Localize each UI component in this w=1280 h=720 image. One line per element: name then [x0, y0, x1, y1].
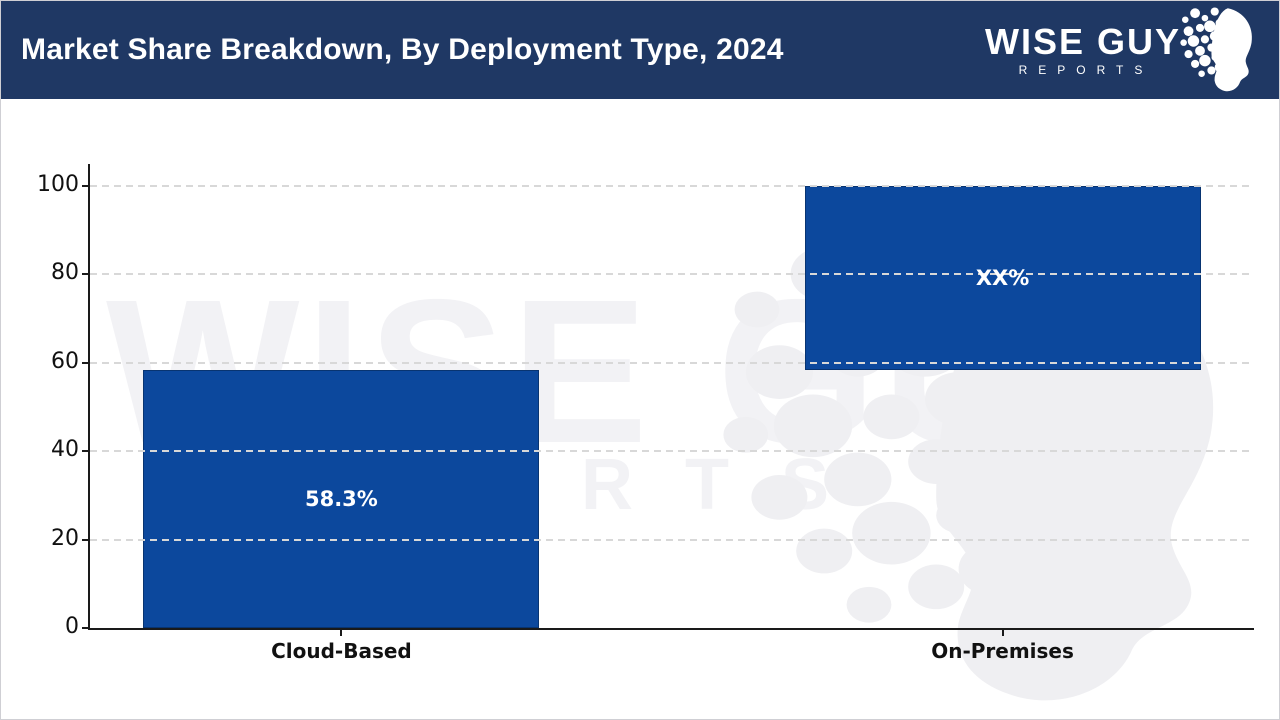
y-tick-label: 100 — [37, 172, 79, 198]
brand-logo: WISE GUY REPORTS — [985, 5, 1261, 95]
x-category-label: Cloud-Based — [271, 639, 412, 663]
y-gridline — [90, 185, 1254, 188]
y-tick-mark — [82, 273, 90, 276]
y-tick-label: 20 — [51, 525, 79, 551]
header-bar: Market Share Breakdown, By Deployment Ty… — [1, 1, 1279, 99]
y-gridline — [90, 538, 1254, 541]
y-tick-mark — [82, 185, 90, 188]
y-tick-mark — [82, 450, 90, 453]
y-tick-label: 0 — [65, 614, 79, 639]
y-axis-line — [88, 164, 90, 630]
y-tick-label: 60 — [51, 348, 79, 374]
face-dots-icon — [1180, 7, 1252, 92]
brand-subtitle: REPORTS — [1018, 62, 1154, 77]
x-axis-line — [88, 628, 1254, 630]
y-tick-label: 40 — [51, 437, 79, 463]
bar-cloud-based — [143, 370, 540, 628]
page-title: Market Share Breakdown, By Deployment Ty… — [21, 33, 784, 66]
y-tick-label: 80 — [51, 260, 79, 286]
brand-wordmark: WISE GUY REPORTS — [984, 20, 1181, 77]
bar-value-label: XX% — [975, 266, 1030, 291]
brand-name: WISE GUY — [984, 20, 1181, 62]
x-tick-mark — [340, 628, 343, 636]
bar-value-label: 58.3% — [304, 487, 378, 512]
x-tick-mark — [1001, 628, 1004, 636]
x-category-label: On-Premises — [931, 639, 1074, 663]
y-tick-mark — [82, 627, 90, 629]
y-tick-mark — [82, 538, 90, 541]
y-gridline — [90, 450, 1254, 453]
y-tick-mark — [82, 361, 90, 364]
y-gridline — [90, 273, 1254, 276]
y-gridline — [90, 361, 1254, 364]
